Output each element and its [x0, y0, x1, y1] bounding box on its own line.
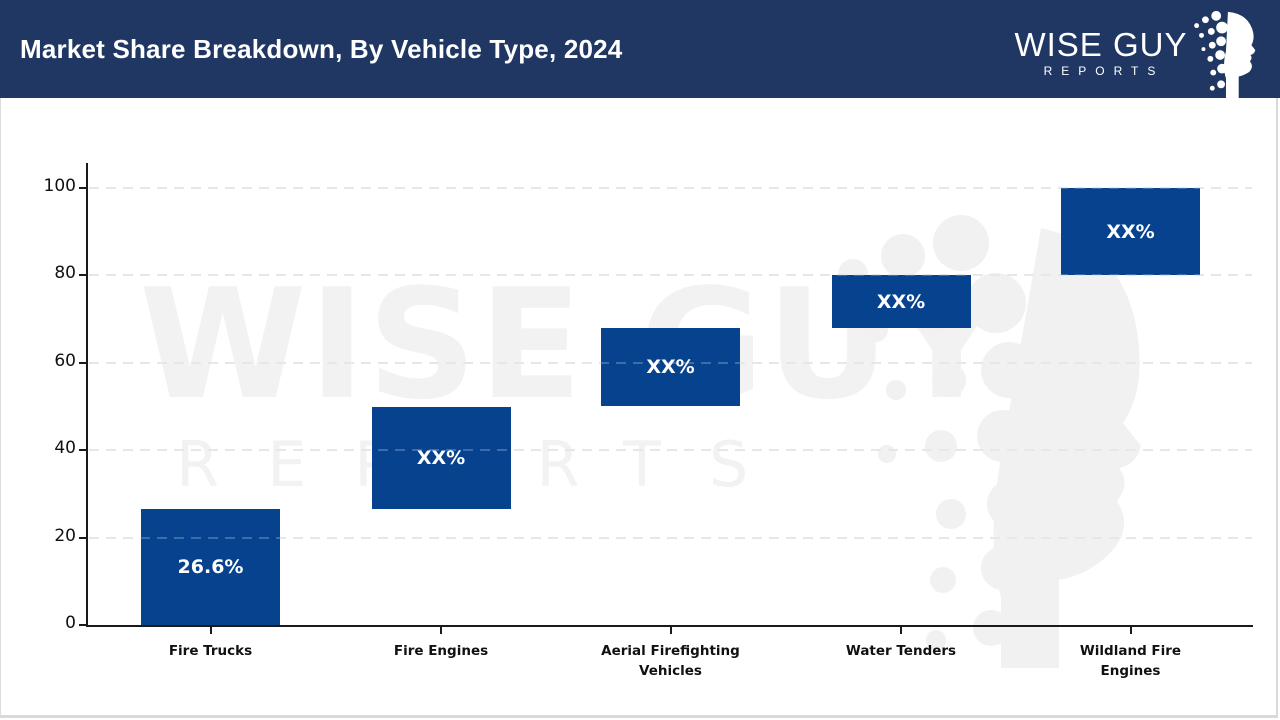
y-tick [79, 536, 87, 539]
y-tick [79, 361, 87, 364]
y-tick-label: 60 [54, 350, 76, 371]
y-tick-label: 80 [54, 263, 76, 284]
x-axis-label: Fire Trucks [168, 643, 253, 659]
wise-guy-logo: WISE GUY REPORTS [1012, 6, 1262, 98]
gridline [89, 187, 1252, 189]
x-axis-line [86, 625, 1253, 627]
gridline-overlay [89, 187, 1252, 189]
y-tick [79, 187, 87, 189]
x-axis-label: Fire Engines [393, 643, 489, 659]
bar-value-label: XX% [646, 356, 695, 379]
watermark-face-icon [838, 215, 1141, 668]
gridline-overlay [89, 274, 1252, 277]
x-tick [440, 627, 442, 634]
bar-value-label: 26.6% [177, 555, 244, 578]
gridline [89, 449, 1252, 452]
gridline-overlay [89, 536, 1252, 539]
gridline [89, 536, 1252, 539]
logo-subtitle: REPORTS [1043, 64, 1165, 78]
x-axis-label: Aerial Firefighting Vehicles [601, 643, 740, 680]
gridline-overlay [89, 449, 1252, 452]
y-tick-label: 100 [43, 176, 76, 196]
y-tick [79, 449, 87, 452]
y-tick [79, 274, 87, 277]
bar: XX% [601, 327, 740, 407]
x-axis-label: Wildland Fire Engines [1079, 643, 1182, 680]
x-tick [900, 627, 902, 634]
y-tick-label: 40 [54, 438, 76, 459]
bar-value-label: XX% [1106, 220, 1155, 243]
y-tick [79, 624, 87, 626]
bar-value-label: XX% [876, 290, 926, 313]
logo-wordmark: WISE GUY [1014, 26, 1188, 63]
x-tick [1129, 627, 1132, 634]
x-tick [669, 627, 672, 634]
gridline-overlay [89, 361, 1252, 364]
page-title: Market Share Breakdown, By Vehicle Type,… [20, 34, 623, 64]
y-tick-label: 20 [54, 525, 76, 546]
bar: XX% [371, 406, 511, 509]
bar: XX% [831, 275, 971, 328]
logo-face-icon [1194, 10, 1256, 98]
bar: XX% [1061, 188, 1200, 276]
x-tick [209, 627, 212, 634]
bar: 26.6% [141, 508, 280, 625]
y-axis-line [86, 163, 88, 627]
x-axis-label: Water Tenders [845, 643, 957, 659]
header-bar: Market Share Breakdown, By Vehicle Type,… [0, 0, 1280, 98]
y-tick-label: 0 [65, 613, 76, 633]
logo-text: WISE GUY REPORTS [1012, 28, 1190, 78]
gridline [89, 274, 1252, 277]
bar-value-label: XX% [416, 446, 466, 469]
